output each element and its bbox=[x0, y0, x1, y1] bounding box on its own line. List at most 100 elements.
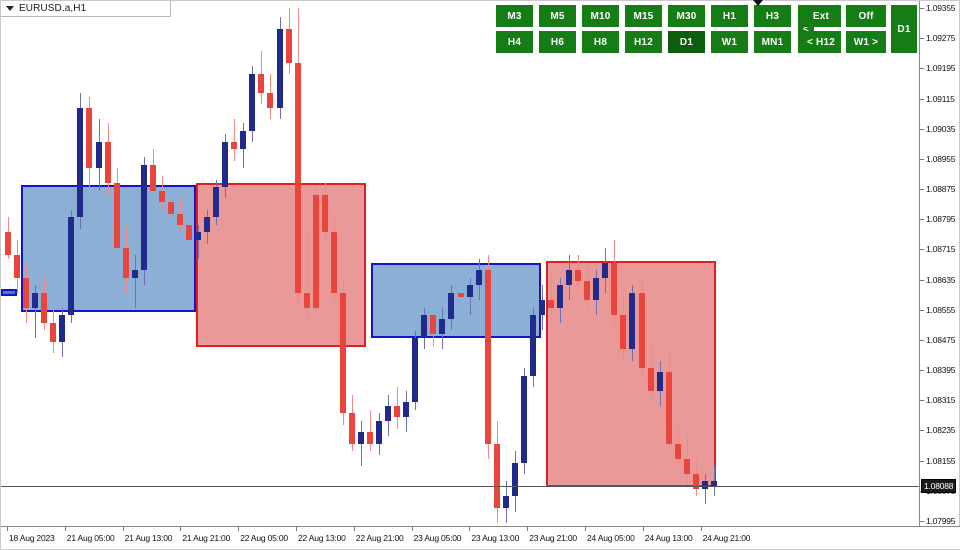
timeframe-button-m30[interactable]: M30 bbox=[668, 5, 705, 27]
candle-wick bbox=[198, 224, 200, 259]
candle-body bbox=[258, 74, 265, 93]
prev-h12-button[interactable]: < H12 bbox=[801, 31, 841, 53]
candle-body bbox=[222, 141, 229, 188]
candle-body bbox=[176, 213, 183, 225]
candle-body bbox=[303, 292, 310, 308]
next-w1-button[interactable]: W1 > bbox=[846, 31, 886, 53]
demand-zone-rectangle[interactable] bbox=[371, 262, 541, 339]
timeframe-button-h8[interactable]: H8 bbox=[582, 31, 619, 53]
time-tick bbox=[411, 527, 413, 531]
timeframe-button-h6[interactable]: H6 bbox=[539, 31, 576, 53]
candle-body bbox=[131, 270, 138, 278]
price-axis-label: 1.09035 bbox=[926, 123, 956, 134]
candle-body bbox=[566, 270, 573, 286]
timeframe-button-h4[interactable]: H4 bbox=[496, 31, 533, 53]
time-tick bbox=[180, 527, 182, 531]
price-axis[interactable]: 1.09355 1.09275 1.09195 1.09115 1.09035 1.089… bbox=[919, 1, 959, 528]
candle-body bbox=[50, 322, 57, 342]
candle-body bbox=[502, 496, 509, 508]
candle-body bbox=[484, 270, 491, 444]
price-tick bbox=[920, 370, 924, 372]
time-axis-label: 23 Aug 13:00 bbox=[471, 533, 520, 543]
candle-wick bbox=[370, 409, 371, 452]
timeframe-button-m10[interactable]: M10 bbox=[582, 5, 619, 27]
timeframe-button-mn1[interactable]: MN1 bbox=[754, 31, 791, 53]
candle-body bbox=[611, 262, 618, 316]
candle-body bbox=[213, 187, 220, 218]
time-tick bbox=[469, 527, 471, 531]
price-axis-label: 1.08235 bbox=[926, 425, 956, 436]
time-axis-label: 23 Aug 21:00 bbox=[529, 533, 577, 543]
price-tick bbox=[920, 158, 924, 160]
timeframe-button-h3[interactable]: H3 bbox=[754, 5, 791, 27]
price-axis-label: 1.08795 bbox=[926, 214, 956, 225]
candle-body bbox=[231, 141, 238, 150]
price-axis-label: 1.08395 bbox=[926, 365, 956, 376]
price-axis-label: 1.08875 bbox=[926, 184, 956, 195]
price-axis-label: 1.09275 bbox=[926, 33, 956, 44]
supply-zone-rectangle[interactable] bbox=[196, 183, 366, 348]
candle-body bbox=[683, 458, 690, 474]
symbol-label: EURUSD.a,H1 bbox=[19, 3, 87, 14]
candle-body bbox=[548, 300, 554, 308]
timeframe-button-m5[interactable]: M5 bbox=[539, 5, 576, 27]
candle-body bbox=[674, 443, 681, 459]
candle-body bbox=[186, 224, 192, 240]
ext-button[interactable]: Ext bbox=[801, 5, 841, 27]
price-tick bbox=[920, 249, 924, 251]
timeframe-button-h12[interactable]: H12 bbox=[625, 31, 662, 53]
price-tick bbox=[920, 460, 924, 462]
price-tick bbox=[920, 430, 924, 432]
chart-plot-area[interactable] bbox=[1, 1, 921, 528]
timeframe-button-m3[interactable]: M3 bbox=[496, 5, 533, 27]
candle-body bbox=[701, 481, 708, 489]
candle-body bbox=[421, 315, 428, 339]
timeframe-button-h1[interactable]: H1 bbox=[711, 5, 748, 27]
time-axis-label: 21 Aug 21:00 bbox=[182, 533, 231, 543]
candle-body bbox=[692, 473, 699, 489]
price-axis-label: 1.08715 bbox=[926, 244, 956, 255]
candle-body bbox=[158, 190, 165, 203]
caret-down-icon[interactable] bbox=[6, 6, 14, 11]
candle-body bbox=[620, 315, 627, 350]
candle-body bbox=[41, 292, 48, 323]
time-tick bbox=[122, 527, 124, 531]
price-level-marker[interactable] bbox=[1, 289, 17, 297]
candle-body bbox=[647, 368, 654, 391]
candle-body bbox=[710, 481, 717, 486]
time-tick bbox=[238, 527, 240, 531]
candle-body bbox=[276, 28, 283, 108]
price-axis-label: 1.09355 bbox=[926, 3, 956, 13]
timeframe-button-panel[interactable]: M3 M5 M10 M15 M30 H1 H3 H4 H6 H8 H12 D1 W1 MN1 < Ext Off… bbox=[496, 0, 917, 57]
active-timeframe-button[interactable]: D1 bbox=[891, 5, 917, 53]
candle-body bbox=[457, 292, 464, 297]
timeframe-button-m15[interactable]: M15 bbox=[625, 5, 662, 27]
time-tick bbox=[64, 527, 66, 531]
time-axis[interactable]: 18 Aug 2023 21 Aug 05:00 21 Aug 13:00 21 Au… bbox=[1, 526, 960, 549]
time-tick bbox=[527, 527, 529, 531]
candle-body bbox=[403, 402, 410, 418]
candle-body bbox=[367, 432, 373, 444]
off-button[interactable]: Off bbox=[846, 5, 886, 27]
price-tick bbox=[920, 219, 924, 221]
candle-body bbox=[439, 319, 446, 335]
timeframe-button-d1[interactable]: D1 bbox=[668, 31, 705, 53]
demand-zone-rectangle[interactable] bbox=[21, 185, 196, 312]
candle-body bbox=[493, 443, 500, 508]
price-tick bbox=[920, 8, 924, 9]
candle-wick bbox=[360, 421, 362, 467]
candle-body bbox=[294, 62, 301, 293]
candle-body bbox=[167, 202, 174, 214]
candle-wick bbox=[677, 421, 679, 467]
candle-body bbox=[538, 300, 545, 316]
price-axis-label: 1.08155 bbox=[926, 455, 956, 466]
time-tick bbox=[700, 527, 702, 531]
candle-body bbox=[430, 315, 437, 335]
candle-body bbox=[140, 164, 147, 271]
candle-body bbox=[575, 270, 582, 282]
price-tick bbox=[920, 38, 924, 40]
symbol-bar[interactable]: EURUSD.a,H1 bbox=[1, 1, 171, 17]
timeframe-button-w1[interactable]: W1 bbox=[711, 31, 748, 53]
candle-body bbox=[59, 315, 66, 342]
candle-wick bbox=[469, 277, 471, 316]
